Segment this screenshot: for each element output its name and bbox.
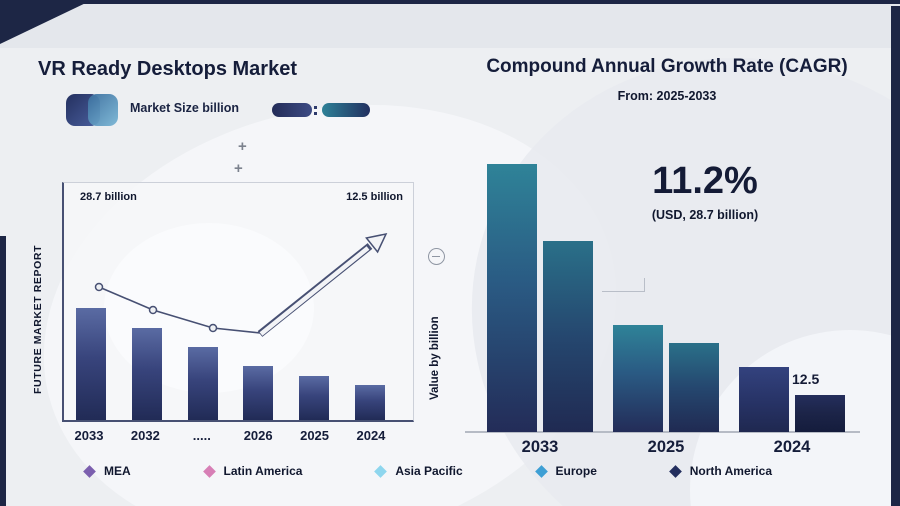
right-bar-2033-secondary [543, 241, 593, 432]
left-chart-plot-area: 28.7 billion 12.5 billion [62, 182, 414, 422]
legend-item-mea: MEA [83, 464, 131, 478]
right-x-label-2033: 2033 [521, 438, 559, 456]
legend-label: Europe [555, 464, 597, 478]
right-chart-title: Compound Annual Growth Rate (CAGR) [486, 56, 848, 77]
right-x-label-2024: 2024 [773, 438, 811, 456]
legend-diamond-icon [534, 464, 548, 478]
legend-item-north-america: North America [668, 464, 772, 478]
left-chart-title: VR Ready Desktops Market [38, 58, 297, 80]
legend-pill-teal-icon [322, 103, 370, 117]
region-legend: MEA Latin America Asia Pacific Europe North … [83, 464, 772, 478]
left-x-label-2024: 2024 [356, 428, 386, 443]
right-bars-group [487, 152, 845, 432]
annotation-12-5-billion: 12.5 billion [346, 191, 403, 203]
right-chart-y-axis-label: Value by billion [429, 316, 441, 401]
bracket-decor [602, 278, 645, 292]
cagr-percentage-value: 11.2% [652, 160, 758, 202]
right-x-label-2025: 2025 [647, 438, 685, 456]
left-bar-2026 [243, 366, 274, 420]
circle-dash-decor-icon [428, 248, 445, 265]
legend-diamond-icon [668, 464, 682, 478]
corner-accent-shape [0, 0, 92, 44]
legend-label: Asia Pacific [395, 464, 463, 478]
left-bar-2024 [354, 385, 385, 420]
right-bar-group-2025 [613, 325, 719, 432]
trend-line-and-arrow [94, 232, 388, 337]
left-x-label-.....: ..... [192, 428, 211, 443]
left-chart-side-label: FUTURE MARKET REPORT [32, 244, 44, 394]
left-bars-group [76, 302, 385, 420]
left-x-label-2025: 2025 [300, 428, 330, 443]
legend-label: Latin America [223, 464, 303, 478]
legend-label: MEA [104, 464, 131, 478]
legend-item-latin-america: Latin America [202, 464, 303, 478]
right-x-axis-line [465, 431, 860, 433]
legend-diamond-icon [202, 464, 216, 478]
right-x-axis-labels: 2033 2025 2024 [487, 438, 845, 457]
annotation-28-7-billion: 28.7 billion [80, 191, 137, 203]
legend-diamond-icon [374, 464, 388, 478]
left-x-label-2026: 2026 [243, 428, 273, 443]
left-bar-2032 [131, 328, 162, 420]
right-bar-group-2033 [487, 164, 593, 432]
legend-item-europe: Europe [534, 464, 597, 478]
left-x-label-2033: 2033 [74, 428, 104, 443]
logo-shape-icon [88, 94, 118, 126]
left-bar-2033 [76, 308, 106, 420]
legend-pill-separator-icon [314, 106, 317, 115]
frame-left-bar [0, 236, 6, 506]
right-bar-2033-primary [487, 164, 537, 432]
legend-diamond-icon [83, 464, 96, 478]
cagr-unit-note: (USD, 28.7 billion) [651, 208, 759, 222]
right-bar-2025-primary [613, 325, 663, 432]
left-x-label-2032: 2032 [130, 428, 160, 443]
right-bar-2024-secondary [795, 395, 845, 432]
legend-label: North America [689, 464, 772, 478]
right-chart-subtitle: From: 2025-2033 [617, 89, 717, 103]
market-size-legend-label: Market Size billion [130, 101, 240, 115]
value-label-12-5: 12.5 [792, 371, 820, 387]
frame-right-bar [891, 6, 900, 506]
left-bar-..... [187, 347, 218, 420]
legend-item-asia-pacific: Asia Pacific [374, 464, 463, 478]
frame-top-bar [0, 0, 900, 4]
plus-decor-icon: + [238, 138, 247, 155]
left-bar-2025 [299, 376, 330, 420]
background-band [0, 0, 900, 48]
left-x-axis-labels: 2033 2032..... 2026 2025 2024 [74, 428, 386, 443]
right-bar-group-2024 [739, 367, 845, 432]
right-bar-2025-secondary [669, 343, 719, 432]
plus-decor-icon: + [234, 160, 243, 177]
right-bar-2024-primary [739, 367, 789, 432]
legend-pill-navy-icon [272, 103, 312, 117]
